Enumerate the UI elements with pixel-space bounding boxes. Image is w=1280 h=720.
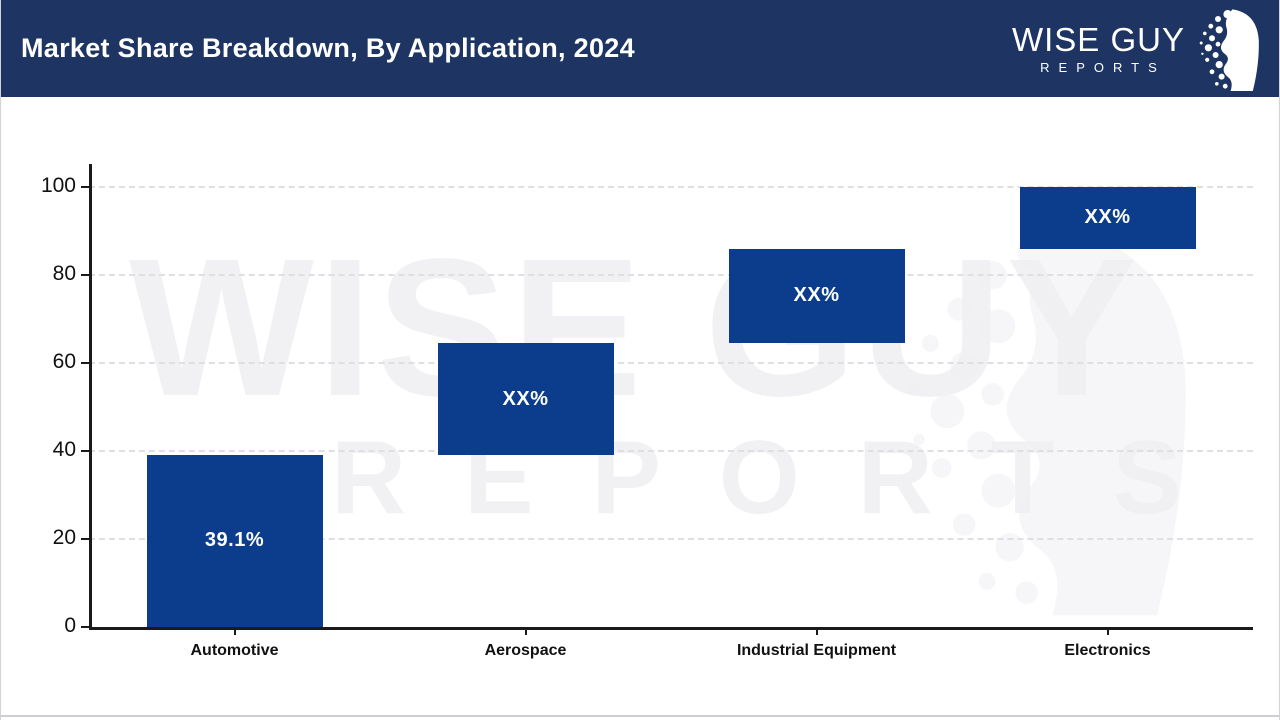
y-tick-0 xyxy=(81,626,89,628)
y-tick-label-100: 100 xyxy=(40,174,76,197)
dotted-head-icon xyxy=(1199,8,1259,91)
y-tick-20 xyxy=(81,538,89,540)
y-tick-label-80: 80 xyxy=(52,262,76,285)
watermark-head-icon xyxy=(906,230,1186,616)
bar-automotive: 39.1% xyxy=(146,454,323,627)
watermark-wordmark: WISE GUY xyxy=(129,218,1142,437)
y-tick-label-0: 0 xyxy=(64,614,76,637)
grid-line-40 xyxy=(89,450,1253,452)
bar-value-label: XX% xyxy=(793,284,840,307)
logo-subtitle: REPORTS xyxy=(1040,60,1166,75)
header-bar: Market Share Breakdown, By Application, … xyxy=(1,0,1279,97)
grid-line-80 xyxy=(89,274,1253,276)
bar-aerospace: XX% xyxy=(437,343,614,455)
x-tick-2 xyxy=(815,627,818,635)
x-tick-3 xyxy=(1106,627,1109,635)
x-tick-1 xyxy=(524,627,527,635)
grid-line-100 xyxy=(89,186,1253,188)
y-tick-label-40: 40 xyxy=(52,438,76,461)
logo-wordmark: WISE GUY xyxy=(1011,21,1185,58)
y-tick-100 xyxy=(81,186,89,188)
x-category-label-1: Aerospace xyxy=(484,642,567,659)
chart-area: WISE GUY REPORTS 0 20 40 60 80 100 39.1% Automo… xyxy=(1,97,1279,717)
x-category-label-2: Industrial Equipment xyxy=(736,642,897,659)
bar-value-label: 39.1% xyxy=(204,529,265,552)
y-tick-80 xyxy=(81,274,89,276)
x-category-label-0: Automotive xyxy=(190,642,279,659)
wise-guy-reports-logo: WISE GUY REPORTS xyxy=(1012,7,1261,91)
x-axis-line xyxy=(89,627,1253,630)
x-tick-0 xyxy=(233,627,236,635)
grid-line-20 xyxy=(89,538,1253,540)
y-tick-60 xyxy=(81,362,89,364)
x-category-label-3: Electronics xyxy=(1064,642,1151,659)
y-tick-label-60: 60 xyxy=(52,350,76,373)
bar-electronics: XX% xyxy=(1019,187,1196,249)
page-title: Market Share Breakdown, By Application, … xyxy=(21,33,635,63)
bar-industrial-equipment: XX% xyxy=(728,248,905,344)
y-axis-line xyxy=(89,164,92,627)
bar-value-label: XX% xyxy=(502,387,549,410)
grid-line-60 xyxy=(89,362,1253,364)
y-tick-label-20: 20 xyxy=(52,526,76,549)
bottom-divider xyxy=(1,715,1279,717)
bar-value-label: XX% xyxy=(1084,206,1131,229)
y-tick-40 xyxy=(81,450,89,452)
logo-text: WISE GUY REPORTS xyxy=(1012,23,1185,74)
